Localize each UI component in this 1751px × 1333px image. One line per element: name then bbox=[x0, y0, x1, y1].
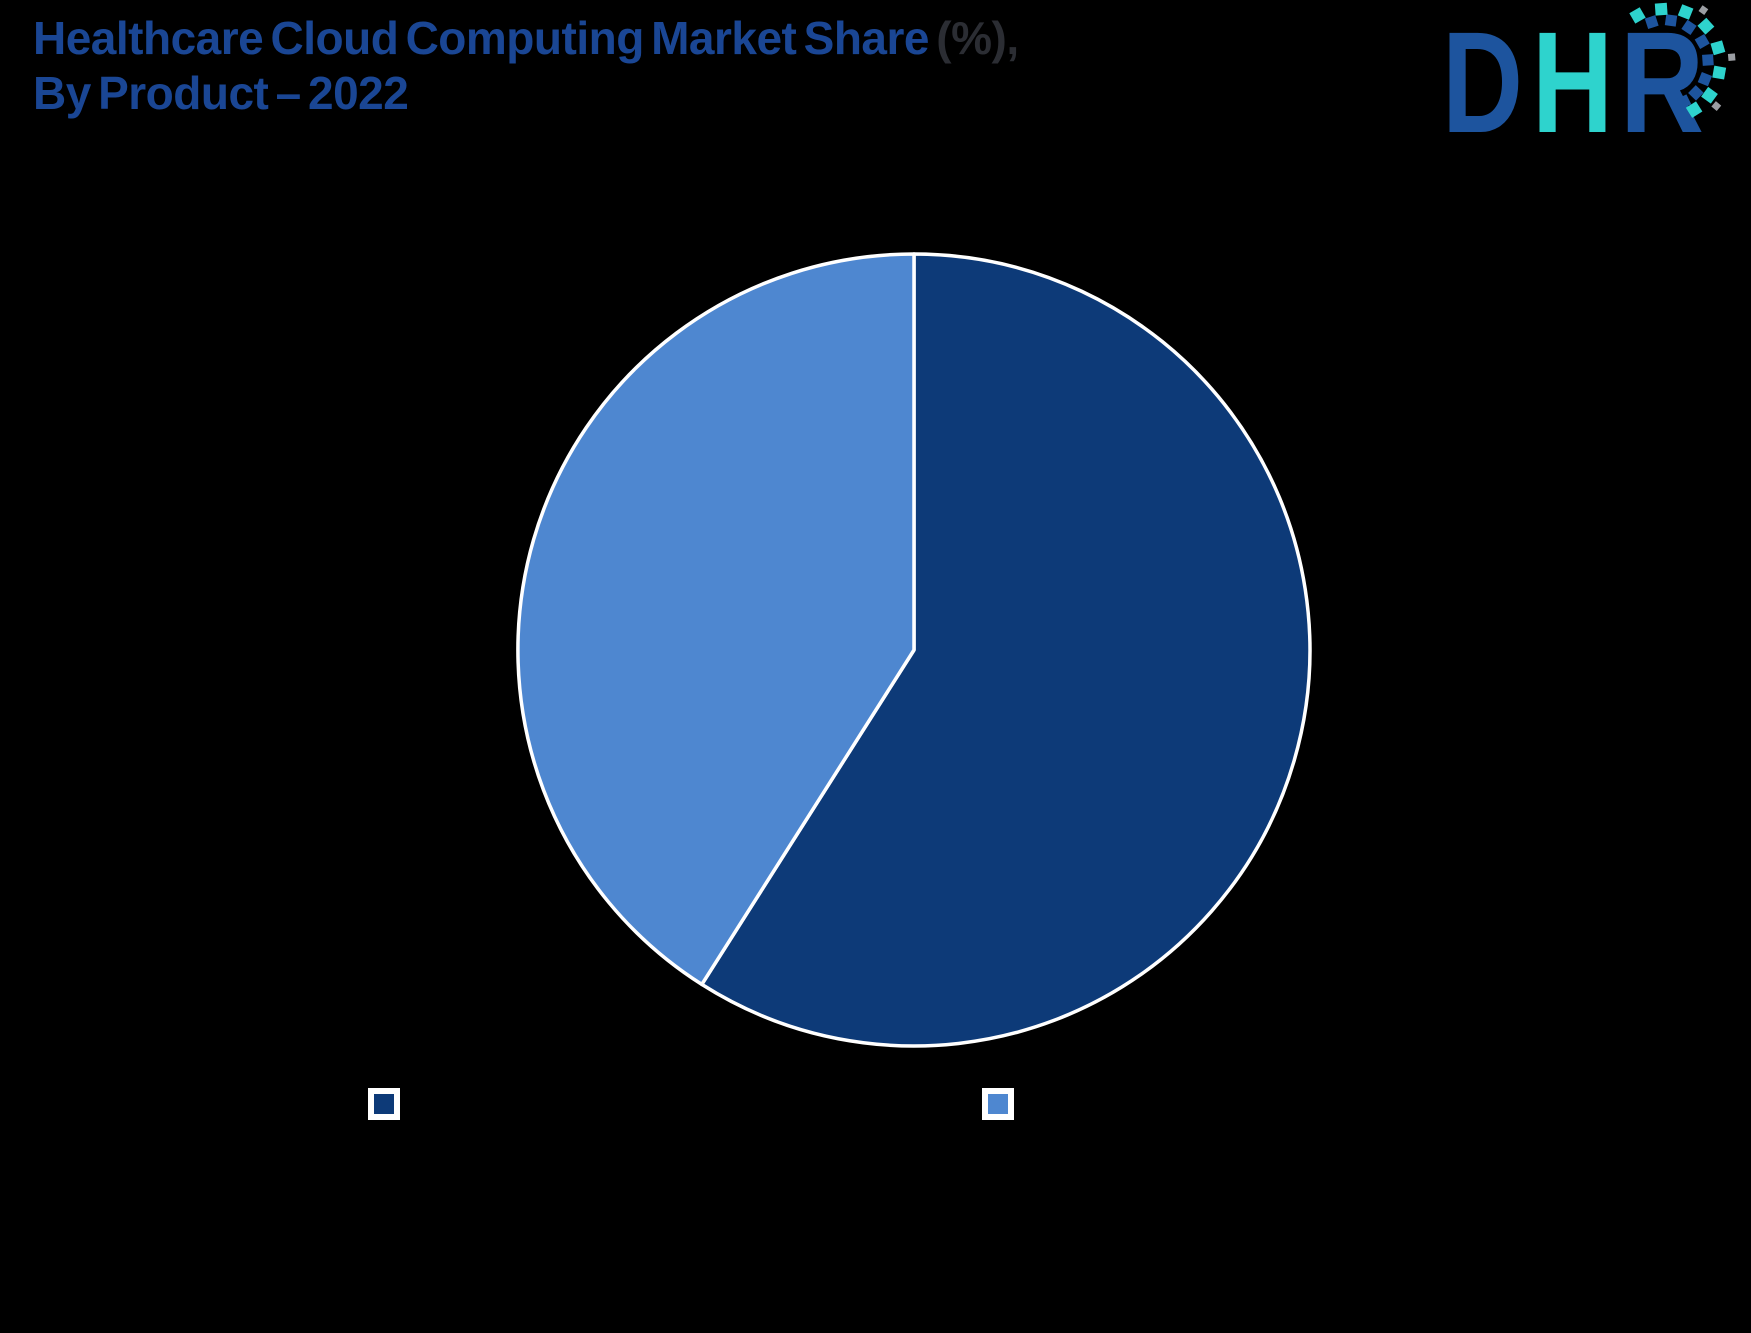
dhr-logo: D H R bbox=[1442, 2, 1736, 163]
logo-dots-inner-arc-icon bbox=[1644, 14, 1714, 110]
pie-slice-1 bbox=[700, 252, 1312, 1048]
legend-item-1 bbox=[368, 1088, 400, 1120]
title-percent-accent: (%), bbox=[936, 12, 1019, 64]
title-main-text: Healthcare Cloud Computing Market Share bbox=[33, 12, 937, 64]
logo-letter-h: H bbox=[1532, 2, 1613, 163]
title-line-1: Healthcare Cloud Computing Market Share … bbox=[33, 11, 1019, 66]
pie-chart bbox=[516, 252, 1312, 1048]
logo-dots-faint-icon bbox=[1698, 5, 1736, 112]
legend-swatch-dark-blue bbox=[374, 1094, 394, 1114]
legend-item-2 bbox=[982, 1088, 1014, 1120]
logo-letter-d: D bbox=[1442, 2, 1523, 163]
logo-dots-outer-arc-icon bbox=[1629, 2, 1727, 118]
title-line-2: By Product – 2022 bbox=[33, 67, 409, 119]
pie-slice-2 bbox=[516, 252, 916, 987]
legend-swatch-light-blue bbox=[988, 1094, 1008, 1114]
page-title: Healthcare Cloud Computing Market Share … bbox=[33, 11, 1019, 121]
